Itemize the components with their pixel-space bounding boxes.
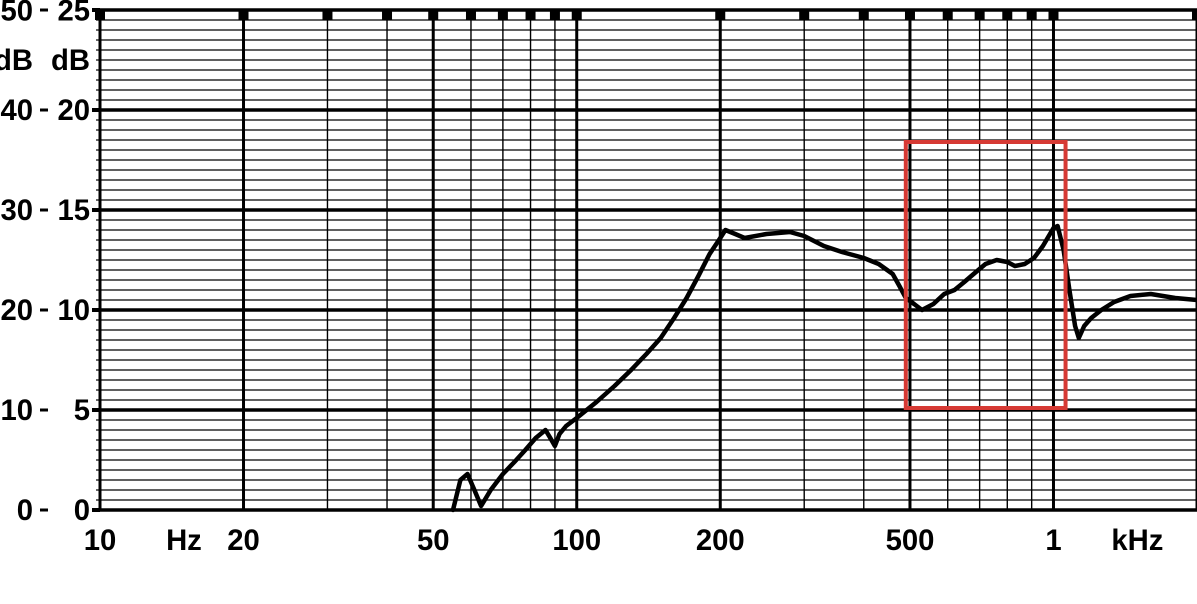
x-tick-label: 200 (696, 525, 745, 557)
y-outer-label: 20 (0, 295, 33, 327)
y-inner-label: 20 (57, 95, 90, 127)
y-outer-label: 50 (0, 0, 33, 27)
y-outer-label: 0 (17, 495, 33, 527)
x-tick-label: Hz (166, 525, 202, 557)
y-inner-label: 5 (74, 395, 90, 427)
x-tick-label: 50 (417, 525, 450, 557)
frequency-response-chart: 10Hz20501002005001kHz0102030405005101520… (0, 0, 1197, 604)
y-outer-label: 10 (0, 395, 33, 427)
y-outer-label: 30 (0, 195, 33, 227)
x-tick-label: 20 (227, 525, 260, 557)
x-tick-label: kHz (1111, 525, 1163, 557)
x-tick-label: 500 (886, 525, 935, 557)
response-trace (453, 226, 1197, 510)
y-inner-label: 0 (74, 495, 90, 527)
highlight-box (906, 142, 1066, 408)
x-tick-label: 100 (552, 525, 601, 557)
y-inner-label: 10 (57, 295, 90, 327)
y-outer-unit: dB (0, 45, 33, 77)
y-inner-label: 15 (57, 195, 90, 227)
y-outer-label: 40 (0, 95, 33, 127)
x-tick-label: 1 (1045, 525, 1061, 557)
x-tick-label: 10 (84, 525, 117, 557)
y-inner-label: 25 (57, 0, 90, 27)
y-inner-unit: dB (51, 45, 90, 77)
